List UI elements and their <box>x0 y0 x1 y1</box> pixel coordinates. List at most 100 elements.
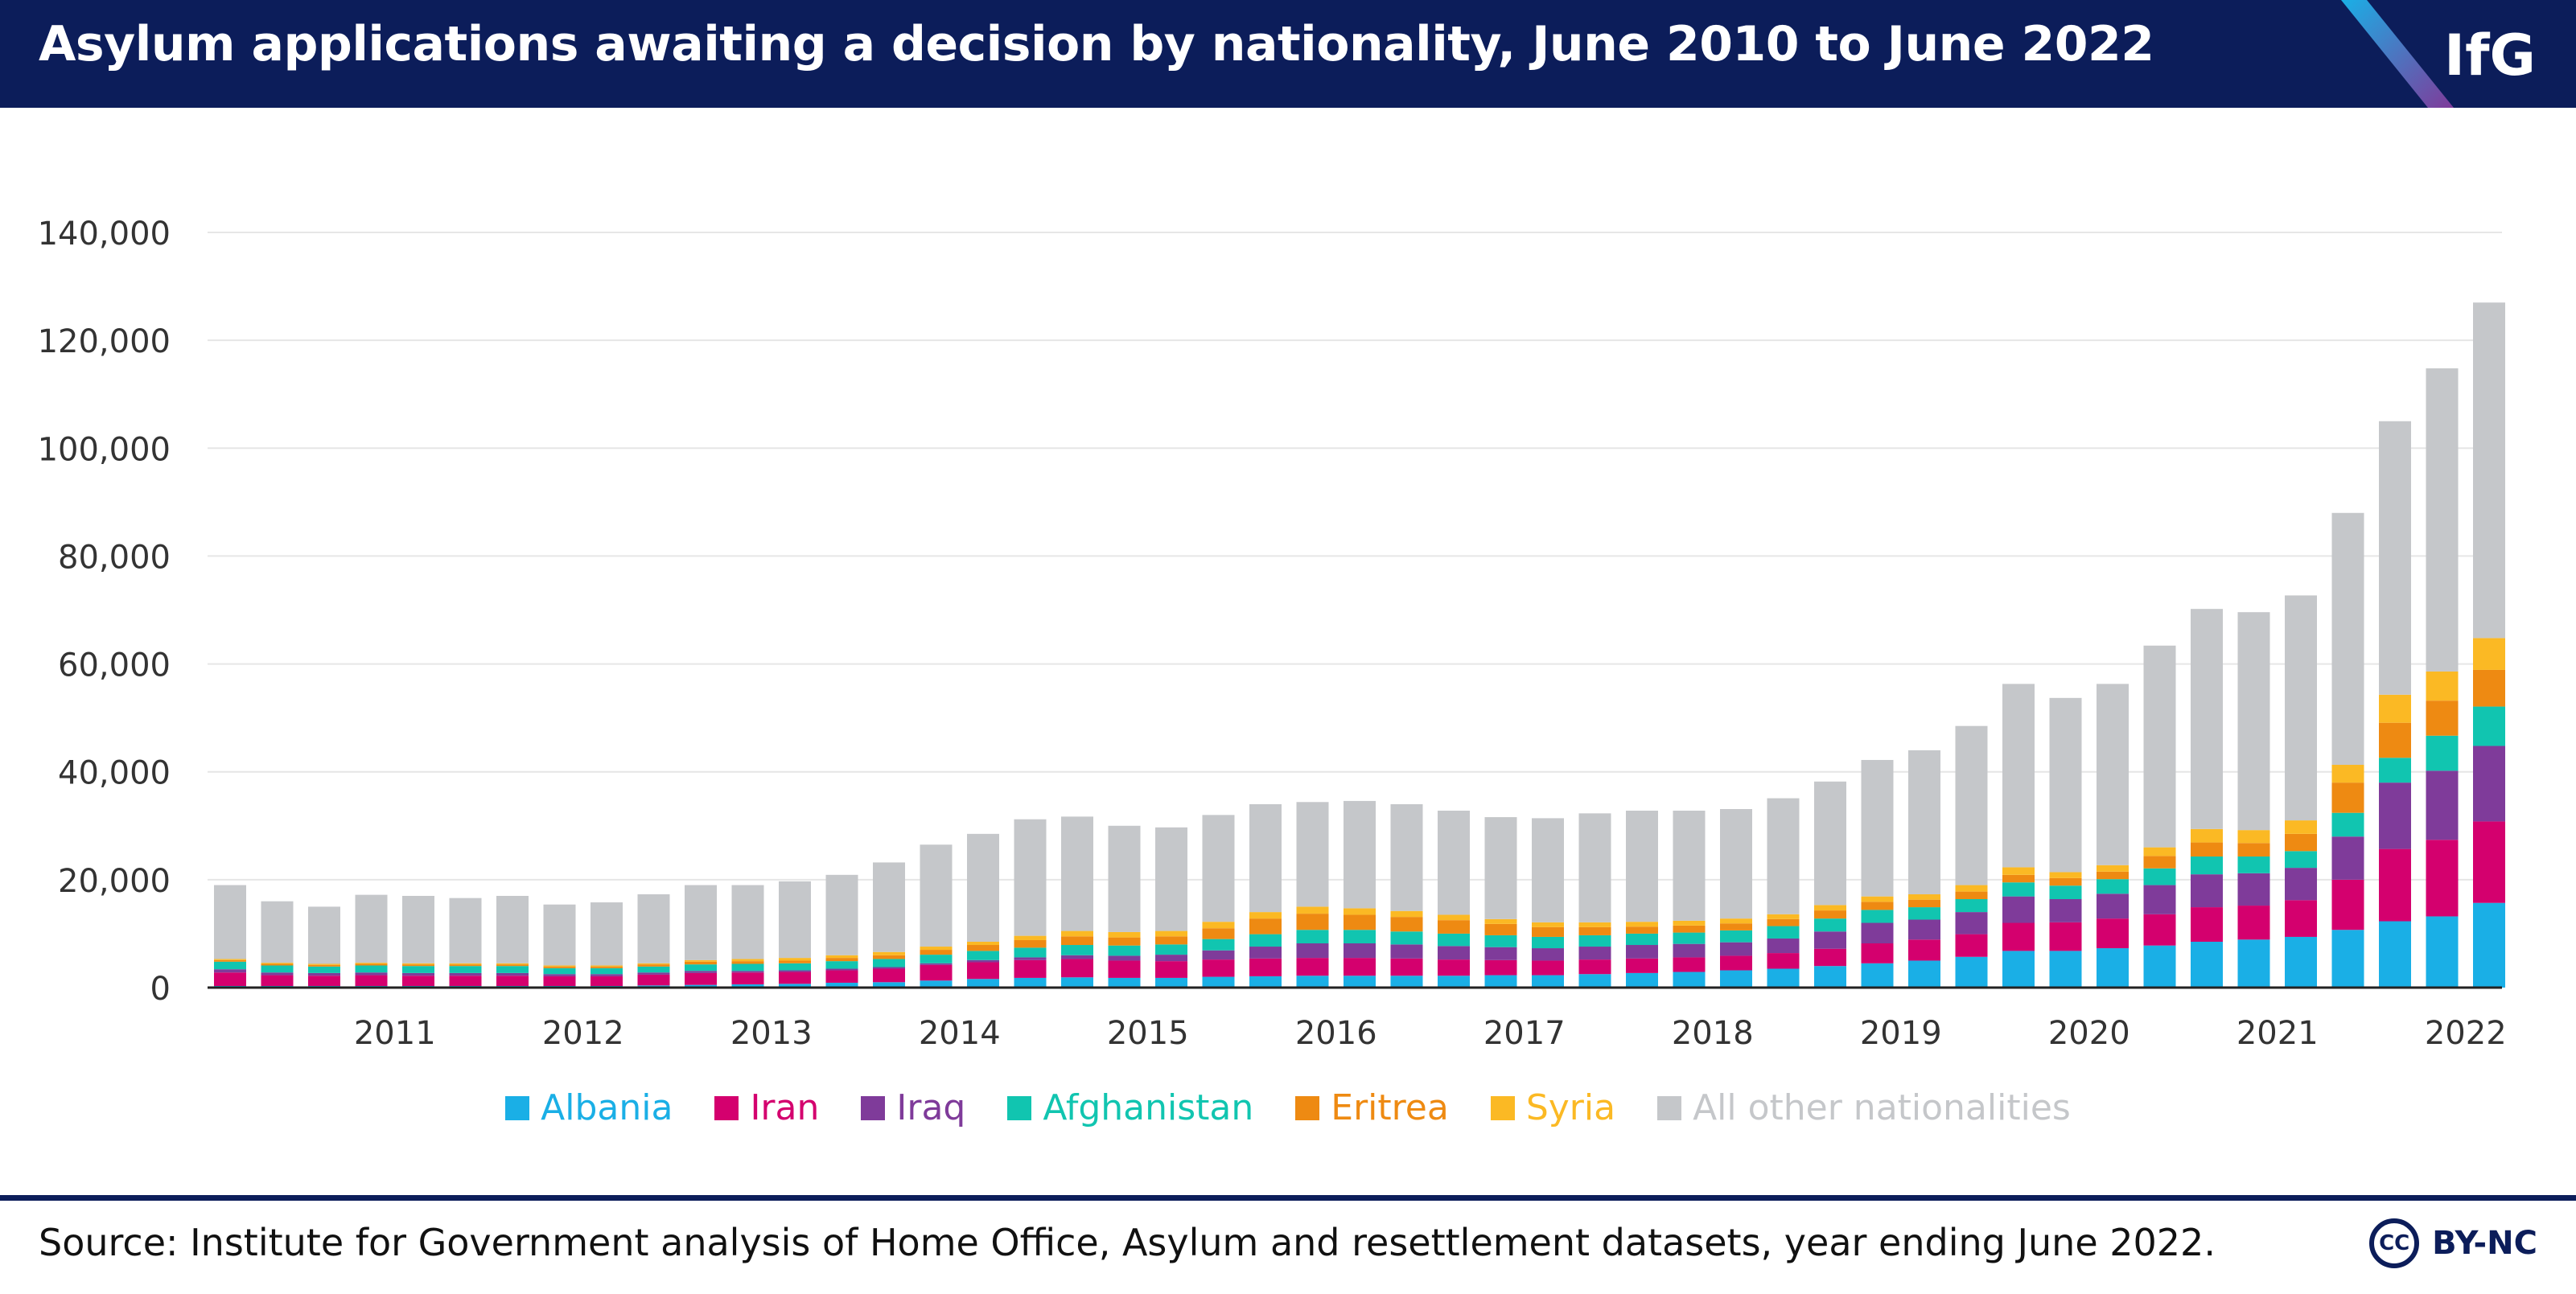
bar-segment-syria <box>1202 922 1235 929</box>
x-tick-label: 2022 <box>2425 1015 2507 1052</box>
bar-stack <box>214 885 246 988</box>
bar-segment-afghanistan <box>1249 934 1282 947</box>
bar-segment-albania <box>2002 951 2035 988</box>
bar-segment-eritrea <box>308 964 340 967</box>
bar-segment-iran <box>2426 840 2459 917</box>
bar-segment-iraq <box>1296 943 1329 959</box>
legend-swatch-eritrea <box>1295 1095 1320 1120</box>
bar-stack <box>1532 818 1564 988</box>
bar-segment-eritrea <box>1767 918 1800 926</box>
bar-segment-iraq <box>2285 868 2317 901</box>
bar-segment-albania <box>1484 975 1517 988</box>
bar-segment-eritrea <box>1249 918 1282 935</box>
bar-segment-iraq <box>591 974 623 976</box>
legend: Albania Iran Iraq Afghanistan Eritrea Sy… <box>0 1087 2576 1128</box>
bar-segment-albania <box>2049 951 2082 988</box>
bar-segment-eritrea <box>1344 914 1376 930</box>
bar-segment-iran <box>2097 918 2129 949</box>
bar-segment-eritrea <box>1202 928 1235 939</box>
bar-segment-iraq <box>1108 955 1141 961</box>
bar-segment-albania <box>685 984 717 988</box>
bar-segment-afghanistan <box>825 961 858 969</box>
bar-segment-iran <box>2473 821 2505 903</box>
bar-segment-albania <box>1767 968 1800 988</box>
bar-segment-syria <box>1626 922 1658 927</box>
bar-segment-afghanistan <box>1390 931 1423 945</box>
bar-stack <box>2473 302 2505 988</box>
bar-segment-iran <box>1861 943 1894 963</box>
bar-segment-albania <box>1908 960 1940 988</box>
bar-segment-other <box>2331 512 2364 765</box>
source-note: Source: Institute for Government analysi… <box>39 1221 2216 1264</box>
bar-segment-iraq <box>1673 943 1706 958</box>
bar-segment-syria <box>1061 930 1093 937</box>
bar-segment-other <box>1908 750 1940 894</box>
legend-label-afghanistan: Afghanistan <box>1043 1087 1254 1128</box>
bar-segment-eritrea <box>355 963 388 966</box>
bar-segment-iran <box>2002 922 2035 951</box>
bar-segment-albania <box>1720 970 1752 988</box>
bar-segment-eritrea <box>1438 920 1470 934</box>
bar-segment-eritrea <box>825 958 858 962</box>
bar-stack <box>825 874 858 988</box>
bar-stack <box>543 904 576 988</box>
bar-segment-other <box>2049 697 2082 873</box>
bar-segment-eritrea <box>449 964 482 967</box>
bar-segment-other <box>685 885 717 960</box>
bar-stack <box>355 894 388 988</box>
bar-segment-afghanistan <box>1861 910 1894 923</box>
bar-segment-iran <box>308 976 340 986</box>
bar-segment-afghanistan <box>2237 857 2270 873</box>
bar-segment-syria <box>1344 908 1376 915</box>
bar-segment-afghanistan <box>1578 935 1611 947</box>
bar-segment-eritrea <box>1014 939 1047 948</box>
bar-segment-albania <box>825 982 858 988</box>
bar-segment-afghanistan <box>1155 944 1187 955</box>
bar-segment-other <box>355 894 388 963</box>
bar-segment-syria <box>920 947 953 951</box>
legend-item-syria: Syria <box>1490 1087 1615 1128</box>
bar-segment-other <box>1532 818 1564 922</box>
bar-segment-iraq <box>355 972 388 976</box>
bar-segment-iraq <box>2331 836 2364 880</box>
bar-segment-afghanistan <box>449 966 482 973</box>
bar-segment-iraq <box>2379 783 2411 849</box>
bar-segment-iraq <box>1344 943 1376 959</box>
bar-stack <box>2002 684 2035 988</box>
bar-segment-syria <box>2237 830 2270 844</box>
bar-segment-iraq <box>1202 950 1235 960</box>
bar-segment-iran <box>2379 848 2411 922</box>
bar-segment-iran <box>1155 961 1187 978</box>
bar-segment-afghanistan <box>2002 882 2035 897</box>
bar-segment-iraq <box>1484 947 1517 960</box>
bar-segment-iraq <box>637 972 670 975</box>
bar-segment-eritrea <box>1861 902 1894 910</box>
bar-segment-eritrea <box>1955 891 1988 900</box>
bar-segment-iraq <box>1061 955 1093 959</box>
bar-segment-afghanistan <box>2473 706 2505 746</box>
bar-segment-afghanistan <box>261 965 294 973</box>
x-tick-label: 2012 <box>542 1015 624 1052</box>
legend-item-iraq: Iraq <box>861 1087 965 1128</box>
bar-segment-iran <box>1108 960 1141 978</box>
bar-segment-afghanistan <box>2143 868 2176 885</box>
bar-segment-albania <box>731 984 764 988</box>
bar-segment-other <box>1390 803 1423 911</box>
bar-segment-iran <box>2191 907 2223 942</box>
bar-segment-eritrea <box>1108 937 1141 946</box>
bar-segment-iraq <box>2049 899 2082 922</box>
x-tick-label: 2017 <box>1483 1015 1566 1052</box>
bar-segment-afghanistan <box>1484 935 1517 947</box>
bar-segment-other <box>1061 816 1093 931</box>
bar-segment-eritrea <box>2191 842 2223 857</box>
bar-segment-eritrea <box>1720 923 1752 930</box>
bar-segment-afghanistan <box>1061 945 1093 955</box>
bar-segment-iran <box>1673 957 1706 972</box>
bar-segment-iraq <box>1578 947 1611 960</box>
bar-segment-iraq <box>1249 947 1282 959</box>
bar-segment-iran <box>1908 939 1940 961</box>
bar-segment-eritrea <box>1908 899 1940 908</box>
bar-segment-albania <box>1861 963 1894 988</box>
bars <box>214 302 2505 988</box>
bar-segment-afghanistan <box>1720 930 1752 943</box>
